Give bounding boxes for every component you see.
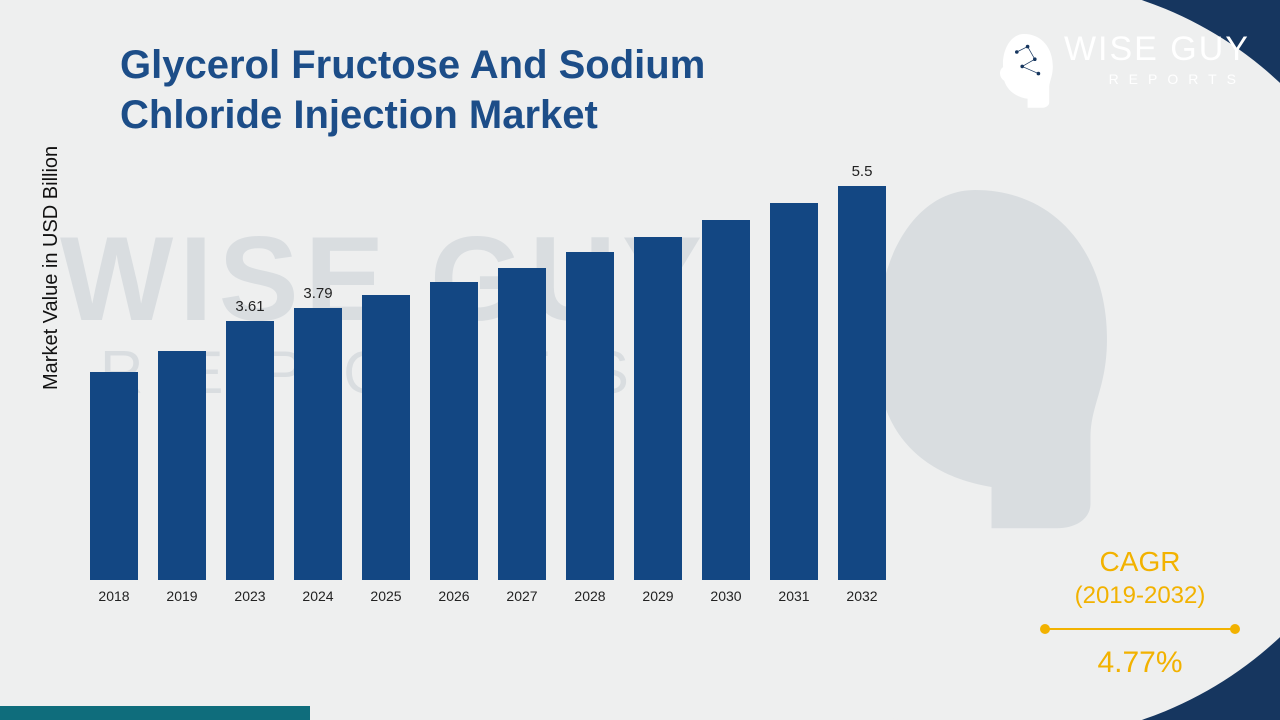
cagr-label: CAGR — [1000, 546, 1280, 578]
x-tick-label: 2026 — [430, 588, 478, 604]
title-line1: Glycerol Fructose And Sodium — [120, 40, 705, 90]
bar-value-label: 3.79 — [294, 285, 342, 302]
bar — [566, 252, 614, 580]
infographic-canvas: WISE GUY REPORTS Glycerol Fructose And S… — [0, 0, 1280, 720]
footer-accent-bar — [0, 706, 310, 720]
logo-line2: REPORTS — [1064, 71, 1250, 87]
x-axis: 2018 2019 2023 2024 2025 2026 2027 2028 2029 2030… — [90, 582, 910, 610]
bar — [838, 186, 886, 580]
bar — [634, 237, 682, 580]
y-axis-label: Market Value in USD Billion — [40, 146, 63, 390]
chart-title: Glycerol Fructose And Sodium Chloride In… — [120, 40, 705, 140]
bar-chart: 3.61 3.79 5.5 2018 2019 2023 2024 2025 2026 2027… — [90, 150, 910, 610]
x-tick-label: 2031 — [770, 588, 818, 604]
logo-head-icon — [988, 30, 1060, 110]
plot-area: 3.61 3.79 5.5 — [90, 150, 910, 580]
brand-logo: WISE GUY REPORTS — [1064, 30, 1250, 87]
bar — [430, 282, 478, 580]
logo-line1: WISE GUY — [1064, 30, 1250, 69]
title-line2: Chloride Injection Market — [120, 90, 705, 140]
cagr-range: (2019-2032) — [1000, 582, 1280, 610]
x-tick-label: 2027 — [498, 588, 546, 604]
x-tick-label: 2023 — [226, 588, 274, 604]
bar — [770, 203, 818, 580]
bar — [226, 321, 274, 580]
bar — [294, 308, 342, 580]
cagr-value: 4.77% — [1000, 646, 1280, 680]
x-tick-label: 2032 — [838, 588, 886, 604]
bar — [90, 372, 138, 580]
bar-value-label: 5.5 — [838, 163, 886, 180]
cagr-block: CAGR (2019-2032) 4.77% — [1000, 546, 1280, 680]
x-tick-label: 2019 — [158, 588, 206, 604]
bar — [362, 295, 410, 580]
bar — [158, 351, 206, 580]
x-tick-label: 2030 — [702, 588, 750, 604]
bar — [702, 220, 750, 580]
x-tick-label: 2018 — [90, 588, 138, 604]
x-tick-label: 2028 — [566, 588, 614, 604]
x-tick-label: 2029 — [634, 588, 682, 604]
cagr-divider — [1045, 628, 1235, 630]
x-tick-label: 2024 — [294, 588, 342, 604]
bar-value-label: 3.61 — [226, 298, 274, 315]
x-tick-label: 2025 — [362, 588, 410, 604]
bar — [498, 268, 546, 580]
